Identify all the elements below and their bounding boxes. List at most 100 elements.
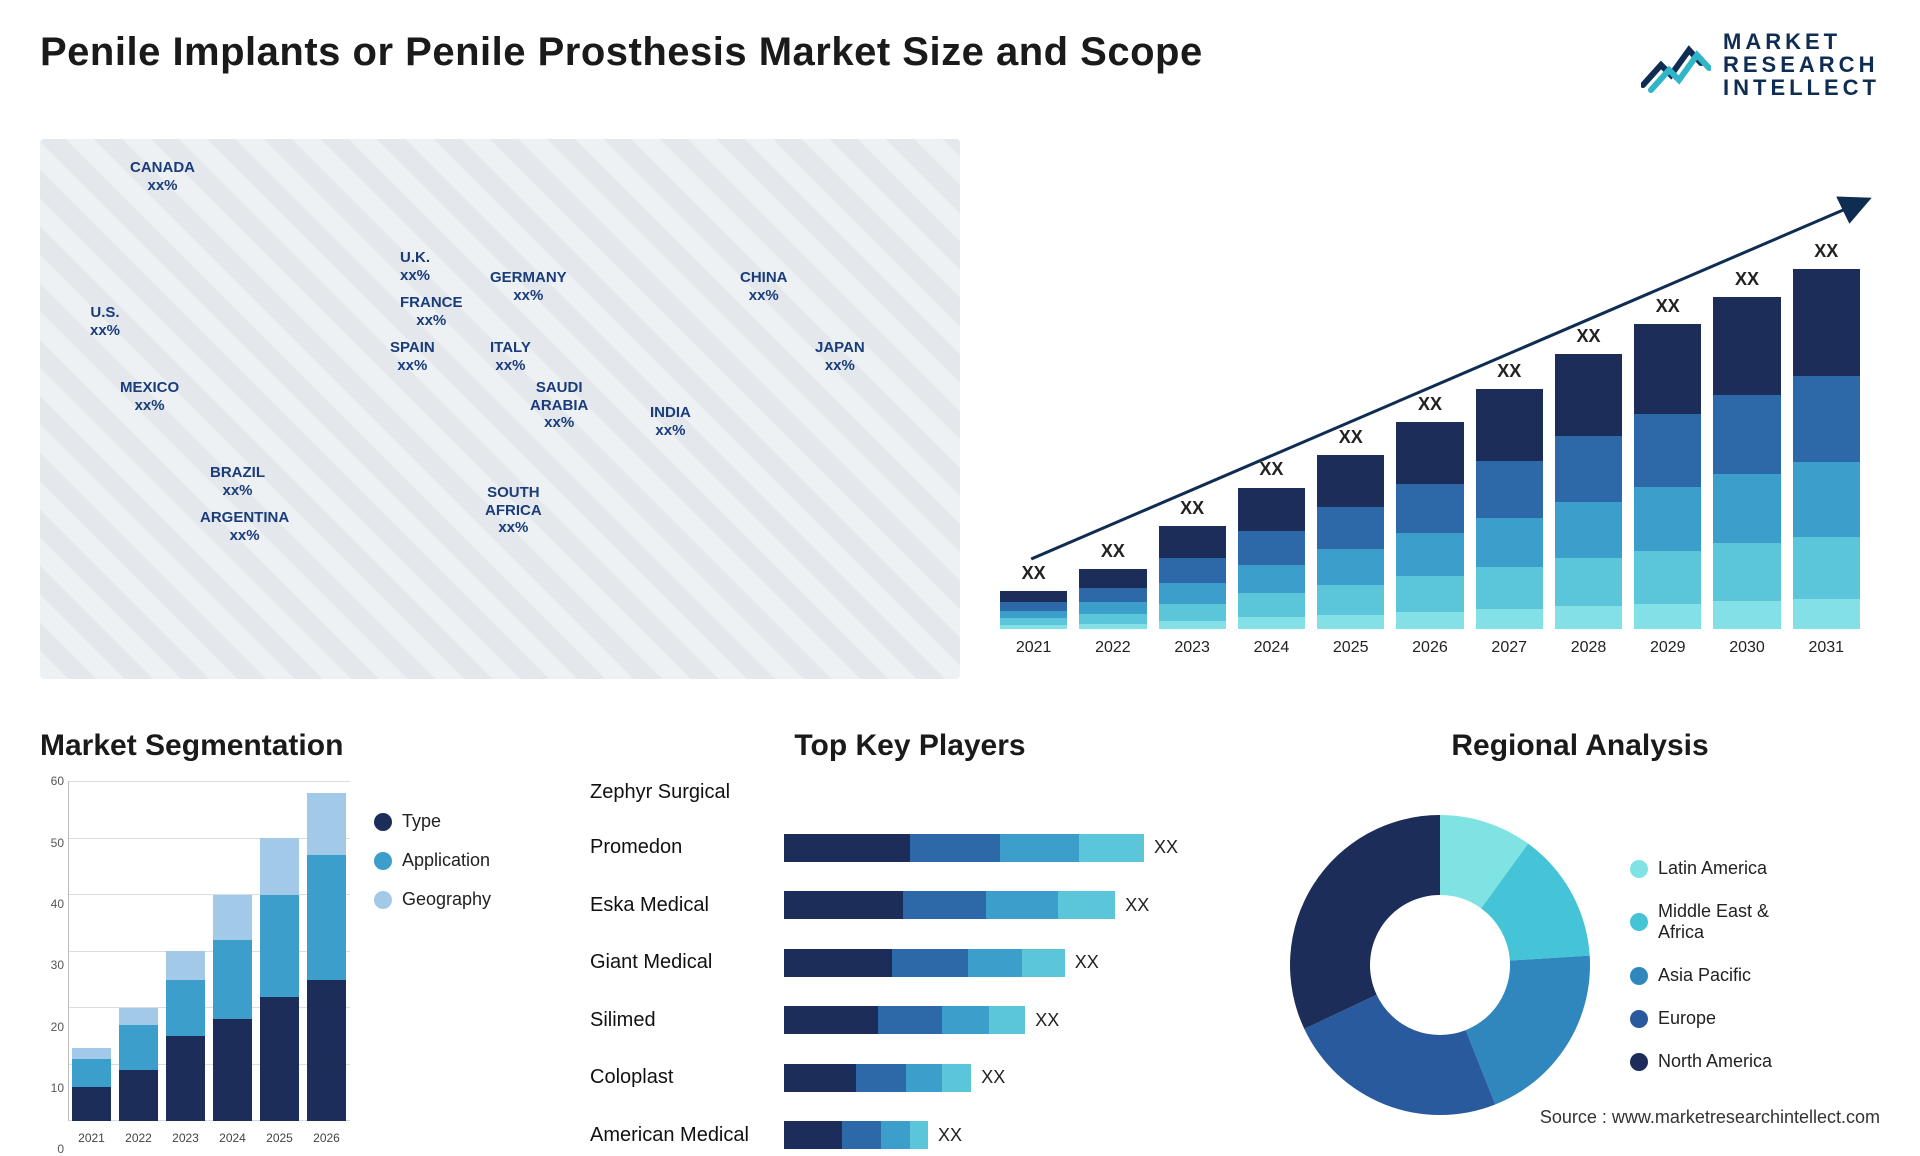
forecast-value-label: XX: [1317, 427, 1384, 448]
forecast-bar-seg: [1793, 269, 1860, 376]
forecast-bar-seg: [1713, 601, 1780, 629]
seg-bar-segment: [260, 997, 299, 1122]
key-player-name: Giant Medical: [590, 951, 780, 974]
forecast-bar-seg: [1634, 414, 1701, 487]
seg-ytick: 40: [40, 897, 64, 911]
forecast-value-label: XX: [1713, 269, 1780, 290]
seg-ytick: 0: [40, 1142, 64, 1156]
forecast-bar-2028: 2028XX: [1555, 354, 1622, 629]
forecast-bar-seg: [1079, 614, 1146, 624]
regional-legend-item: North America: [1630, 1051, 1772, 1072]
key-player-bar-wrap: XX: [784, 891, 1230, 919]
regional-legend-item: Europe: [1630, 1008, 1772, 1029]
seg-bar-segment: [213, 895, 252, 940]
forecast-year-label: 2023: [1159, 639, 1226, 657]
donut-svg: [1280, 805, 1600, 1125]
segmentation-chart: 0102030405060202120222023202420252026: [40, 781, 350, 1149]
seg-bar-segment: [307, 855, 346, 980]
forecast-bar-seg: [1079, 569, 1146, 588]
forecast-bar-seg: [1396, 576, 1463, 612]
forecast-bar-seg: [1396, 484, 1463, 533]
seg-bar-segment: [119, 1008, 158, 1025]
seg-bar-segment: [119, 1070, 158, 1121]
map-label-spain: SPAINxx%: [390, 339, 435, 374]
key-player-value: XX: [1125, 895, 1149, 916]
seg-bar-2023: 2023: [166, 951, 205, 1121]
seg-bar-segment: [166, 980, 205, 1037]
forecast-bar-2024: 2024XX: [1238, 487, 1305, 629]
forecast-bar-2022: 2022XX: [1079, 569, 1146, 629]
seg-bar-segment: [307, 980, 346, 1122]
forecast-value-label: XX: [1238, 459, 1305, 480]
key-player-bar-seg: [989, 1006, 1025, 1034]
key-player-bar-seg: [910, 834, 1000, 862]
forecast-bar-seg: [1793, 376, 1860, 462]
key-player-bar: [784, 1064, 971, 1092]
forecast-bar-seg: [1396, 422, 1463, 484]
key-player-bar-wrap: XX: [784, 1064, 1230, 1092]
forecast-bar-seg: [1713, 543, 1780, 601]
seg-year-label: 2021: [68, 1131, 115, 1145]
map-label-brazil: BRAZILxx%: [210, 464, 265, 499]
key-player-bar: [784, 1121, 928, 1149]
seg-ytick: 30: [40, 958, 64, 972]
key-player-row: ColoplastXX: [590, 1064, 1230, 1092]
seg-bar-2022: 2022: [119, 1008, 158, 1121]
forecast-year-label: 2027: [1476, 639, 1543, 657]
map-label-germany: GERMANYxx%: [490, 269, 567, 304]
forecast-bar-seg: [1634, 604, 1701, 629]
forecast-bar-seg: [1317, 615, 1384, 629]
map-label-south-africa: SOUTHAFRICAxx%: [485, 484, 542, 536]
seg-bar-segment: [260, 895, 299, 997]
key-player-row: Promedon XX: [590, 834, 1230, 862]
forecast-value-label: XX: [1793, 241, 1860, 262]
key-player-value: XX: [1154, 837, 1178, 858]
seg-ytick: 10: [40, 1081, 64, 1095]
key-player-row: Giant Medical XX: [590, 949, 1230, 977]
key-player-row: Zephyr Surgical: [590, 781, 1230, 804]
forecast-bar-seg: [1317, 507, 1384, 548]
legend-label: Type: [402, 811, 441, 832]
key-player-value: XX: [1075, 952, 1099, 973]
forecast-value-label: XX: [1555, 326, 1622, 347]
regional-panel: Regional Analysis Latin AmericaMiddle Ea…: [1280, 729, 1880, 1149]
forecast-bar-seg: [1238, 565, 1305, 593]
key-player-name: Eska Medical: [590, 894, 780, 917]
key-player-bar-wrap: XX: [784, 1006, 1230, 1034]
forecast-bar-seg: [1555, 354, 1622, 436]
seg-bar-segment: [307, 793, 346, 855]
key-player-bar-seg: [1022, 949, 1065, 977]
seg-bar-2026: 2026: [307, 793, 346, 1122]
source-attribution: Source : www.marketresearchintellect.com: [1540, 1107, 1880, 1128]
logo: MARKET RESEARCH INTELLECT: [1641, 30, 1880, 99]
legend-swatch-icon: [1630, 1053, 1648, 1071]
forecast-bar-seg: [1238, 617, 1305, 629]
legend-label: Latin America: [1658, 858, 1767, 879]
forecast-bar-2031: 2031XX: [1793, 269, 1860, 629]
key-player-bar-seg: [784, 1006, 878, 1034]
key-players-panel: Top Key Players Zephyr SurgicalPromedonX…: [590, 729, 1230, 1149]
forecast-bar-seg: [1159, 621, 1226, 630]
key-player-bar-seg: [784, 891, 903, 919]
regional-legend-item: Latin America: [1630, 858, 1772, 879]
key-player-bar-seg: [906, 1064, 942, 1092]
key-player-bar-wrap: XX: [784, 1121, 1230, 1149]
forecast-bar-seg: [1000, 611, 1067, 619]
legend-label: Europe: [1658, 1008, 1716, 1029]
key-player-bar-seg: [1058, 891, 1116, 919]
seg-ytick: 50: [40, 836, 64, 850]
key-player-bar-seg: [842, 1121, 882, 1149]
logo-text-2: RESEARCH: [1723, 53, 1880, 76]
segmentation-panel: Market Segmentation 01020304050602021202…: [40, 729, 540, 1149]
seg-year-label: 2026: [303, 1131, 350, 1145]
key-player-name: Promedon: [590, 836, 780, 859]
key-player-bar-seg: [878, 1006, 943, 1034]
regional-title: Regional Analysis: [1280, 729, 1880, 763]
forecast-bar-seg: [1317, 549, 1384, 585]
forecast-bar-seg: [1476, 609, 1543, 630]
forecast-bar-seg: [1476, 389, 1543, 461]
map-label-italy: ITALYxx%: [490, 339, 531, 374]
forecast-value-label: XX: [1159, 498, 1226, 519]
segmentation-legend: TypeApplicationGeography: [374, 781, 491, 1149]
key-player-bar-seg: [784, 949, 892, 977]
